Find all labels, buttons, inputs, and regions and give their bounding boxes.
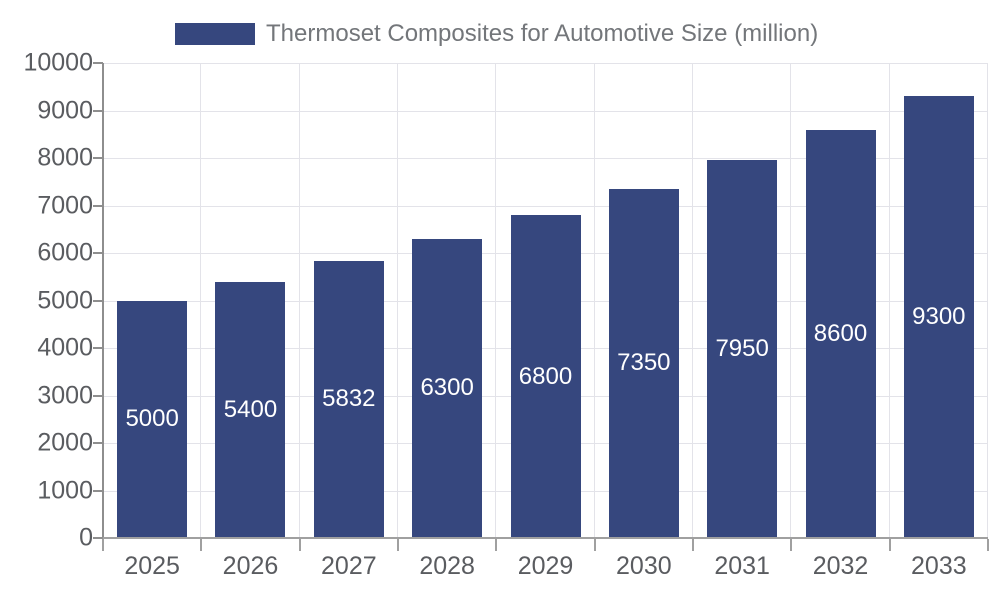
bar-value-label: 5832 (322, 385, 376, 413)
bar-value-label: 7350 (617, 349, 671, 377)
x-tick (396, 539, 399, 551)
x-axis-label: 2033 (911, 552, 967, 580)
x-axis-label: 2027 (321, 552, 377, 580)
bar-value-label: 6800 (518, 362, 573, 390)
bar: 9300 (903, 96, 974, 538)
y-tick (93, 394, 103, 397)
x-tick (888, 539, 891, 551)
gridline-h (103, 205, 988, 207)
x-tick (200, 539, 203, 551)
y-axis-label: 8000 (37, 143, 93, 172)
x-axis-label: 2032 (812, 552, 869, 580)
gridline-v (200, 63, 202, 538)
y-tick (93, 347, 103, 349)
y-axis-label: 4000 (37, 333, 93, 362)
gridline-h (103, 158, 988, 159)
y-tick (93, 109, 103, 112)
bar-value-label: 8600 (813, 319, 868, 347)
y-axis-label: 1000 (37, 476, 93, 504)
y-tick (93, 537, 103, 539)
bar: 5832 (313, 260, 384, 538)
y-tick (93, 442, 103, 444)
bar: 7950 (707, 160, 778, 538)
gridline-v (298, 63, 300, 538)
bar: 6300 (412, 238, 483, 538)
y-tick (93, 299, 103, 302)
bar-value-label: 5000 (125, 405, 179, 433)
bar-value-label: 6300 (420, 374, 474, 402)
y-tick (93, 252, 103, 254)
gridline-h (103, 110, 988, 112)
x-axis-label: 2029 (517, 552, 574, 580)
legend-label: Thermoset Composites for Automotive Size… (266, 20, 819, 47)
gridline-v (888, 63, 890, 538)
x-tick (987, 539, 989, 551)
legend-swatch (175, 23, 255, 45)
x-axis-label: 2025 (124, 552, 180, 580)
x-axis-label: 2030 (616, 552, 672, 580)
gridline-v (691, 63, 693, 538)
x-tick (691, 539, 694, 551)
y-tick (93, 489, 103, 492)
y-axis-line (102, 63, 104, 538)
plot-area: 5000 5400 5832 6300 6800 7350 7950 8600 9300 (93, 62, 989, 551)
x-tick (790, 539, 793, 551)
y-axis-label: 9000 (37, 96, 93, 124)
bar: 5000 (117, 300, 188, 538)
bar-value-label: 7950 (715, 335, 769, 363)
gridline-v (790, 63, 792, 538)
x-axis-label: 2026 (222, 552, 279, 580)
y-axis-label: 6000 (37, 238, 93, 267)
x-tick (298, 539, 301, 551)
x-axis-label: 2028 (419, 552, 475, 580)
y-tick (93, 157, 103, 159)
y-axis-labels: 0 1000 2000 3000 4000 5000 6000 7000 8000 9000 100… (0, 49, 93, 552)
y-axis-label: 7000 (37, 191, 93, 219)
y-axis-label: 0 (79, 523, 93, 552)
gridline-v (396, 63, 398, 538)
y-axis-label: 3000 (37, 381, 93, 409)
y-tick (93, 62, 103, 64)
bar: 8600 (805, 129, 876, 538)
x-tick (102, 539, 104, 551)
bar-value-label: 5400 (223, 395, 278, 423)
y-axis-label: 2000 (37, 428, 93, 457)
y-tick (93, 204, 103, 207)
gridline-v (593, 63, 595, 538)
y-axis-label: 10000 (23, 48, 93, 77)
x-axis-label: 2031 (714, 552, 770, 580)
x-tick (495, 539, 498, 551)
bar: 7350 (608, 188, 679, 538)
x-axis-line (102, 537, 988, 539)
bar: 6800 (510, 215, 581, 538)
bar-value-label: 9300 (912, 303, 966, 331)
x-axis-labels: 2025 2026 2027 2028 2029 2030 2031 2032 2033 (103, 552, 988, 586)
gridline-v (987, 63, 988, 538)
gridline-h (103, 63, 988, 64)
x-tick (593, 539, 596, 551)
bar: 5400 (215, 281, 286, 538)
legend[interactable]: Thermoset Composites for Automotive Size… (175, 20, 818, 48)
y-axis-label: 5000 (37, 286, 93, 314)
gridline-v (495, 63, 497, 538)
